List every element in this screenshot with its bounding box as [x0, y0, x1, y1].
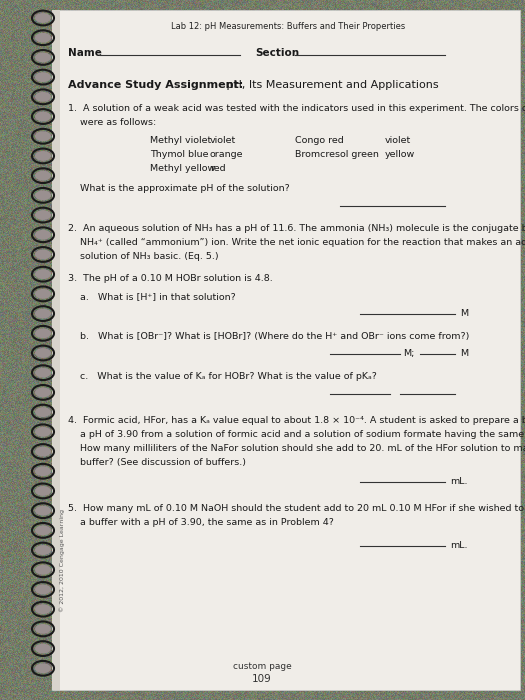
Ellipse shape	[35, 230, 51, 239]
Text: 3.  The pH of a 0.10 M HOBr solution is 4.8.: 3. The pH of a 0.10 M HOBr solution is 4…	[68, 274, 273, 283]
Ellipse shape	[35, 664, 51, 673]
Ellipse shape	[35, 309, 51, 318]
Text: were as follows:: were as follows:	[68, 118, 156, 127]
Text: b.   What is [OBr⁻]? What is [HOBr]? (Where do the H⁺ and OBr⁻ ions come from?): b. What is [OBr⁻]? What is [HOBr]? (Wher…	[68, 332, 469, 341]
Text: Section: Section	[255, 48, 299, 58]
Ellipse shape	[35, 92, 51, 102]
Text: c.   What is the value of Kₐ for HOBr? What is the value of pKₐ?: c. What is the value of Kₐ for HOBr? Wha…	[68, 372, 377, 381]
Ellipse shape	[35, 210, 51, 220]
Text: 2.  An aqueous solution of NH₃ has a pH of 11.6. The ammonia (NH₃) molecule is t: 2. An aqueous solution of NH₃ has a pH o…	[68, 224, 525, 233]
Ellipse shape	[35, 584, 51, 594]
Ellipse shape	[35, 447, 51, 456]
Ellipse shape	[35, 132, 51, 141]
Ellipse shape	[35, 368, 51, 377]
Text: a pH of 3.90 from a solution of formic acid and a solution of sodium formate hav: a pH of 3.90 from a solution of formic a…	[68, 430, 525, 439]
Text: © 2012, 2010 Cengage Learning: © 2012, 2010 Cengage Learning	[59, 508, 65, 612]
Text: Thymol blue: Thymol blue	[150, 150, 208, 159]
Ellipse shape	[35, 13, 51, 23]
Text: Congo red: Congo red	[295, 136, 344, 145]
Ellipse shape	[35, 526, 51, 536]
Text: mL.: mL.	[450, 477, 467, 486]
Text: M;: M;	[403, 349, 414, 358]
Ellipse shape	[35, 111, 51, 122]
Ellipse shape	[35, 151, 51, 161]
Ellipse shape	[35, 270, 51, 279]
Text: NH₄⁺ (called “ammonium”) ion. Write the net ionic equation for the reaction that: NH₄⁺ (called “ammonium”) ion. Write the …	[68, 238, 525, 247]
Ellipse shape	[35, 328, 51, 338]
Ellipse shape	[35, 388, 51, 398]
Text: violet: violet	[385, 136, 411, 145]
Ellipse shape	[35, 545, 51, 555]
Text: solution of NH₃ basic. (Eq. 5.): solution of NH₃ basic. (Eq. 5.)	[68, 252, 218, 261]
Ellipse shape	[35, 624, 51, 634]
Text: Name: Name	[68, 48, 102, 58]
Ellipse shape	[35, 407, 51, 417]
Text: M: M	[460, 309, 468, 318]
Ellipse shape	[35, 644, 51, 654]
Ellipse shape	[35, 486, 51, 496]
Ellipse shape	[35, 190, 51, 200]
Text: mL.: mL.	[450, 541, 467, 550]
Text: Methyl violet: Methyl violet	[150, 136, 211, 145]
Ellipse shape	[35, 289, 51, 299]
Ellipse shape	[35, 72, 51, 82]
Text: custom page: custom page	[233, 662, 291, 671]
Text: 5.  How many mL of 0.10 M NaOH should the student add to 20 mL 0.10 M HFor if sh: 5. How many mL of 0.10 M NaOH should the…	[68, 504, 525, 513]
Text: Advance Study Assignment:: Advance Study Assignment:	[68, 80, 243, 90]
FancyBboxPatch shape	[52, 10, 520, 690]
Text: red: red	[210, 164, 226, 173]
Ellipse shape	[35, 348, 51, 358]
Ellipse shape	[35, 427, 51, 437]
Text: M: M	[460, 349, 468, 358]
Text: Methyl yellow: Methyl yellow	[150, 164, 215, 173]
Ellipse shape	[35, 505, 51, 516]
Text: pH, Its Measurement and Applications: pH, Its Measurement and Applications	[223, 80, 438, 90]
FancyBboxPatch shape	[52, 10, 60, 690]
Ellipse shape	[35, 466, 51, 476]
Text: a buffer with a pH of 3.90, the same as in Problem 4?: a buffer with a pH of 3.90, the same as …	[68, 518, 334, 527]
Ellipse shape	[35, 171, 51, 181]
Text: 1.  A solution of a weak acid was tested with the indicators used in this experi: 1. A solution of a weak acid was tested …	[68, 104, 525, 113]
Ellipse shape	[35, 604, 51, 614]
Text: Lab 12: pH Measurements: Buffers and Their Properties: Lab 12: pH Measurements: Buffers and The…	[171, 22, 405, 31]
Text: a.   What is [H⁺] in that solution?: a. What is [H⁺] in that solution?	[68, 292, 236, 301]
Text: buffer? (See discussion of buffers.): buffer? (See discussion of buffers.)	[68, 458, 246, 467]
Text: 109: 109	[252, 674, 272, 684]
Ellipse shape	[35, 33, 51, 43]
Text: How many milliliters of the NaFor solution should she add to 20. mL of the HFor : How many milliliters of the NaFor soluti…	[68, 444, 525, 453]
Ellipse shape	[35, 52, 51, 62]
Text: Bromcresol green: Bromcresol green	[295, 150, 379, 159]
Text: orange: orange	[210, 150, 244, 159]
Ellipse shape	[35, 249, 51, 260]
Text: yellow: yellow	[385, 150, 415, 159]
Ellipse shape	[35, 565, 51, 575]
Text: violet: violet	[210, 136, 236, 145]
Text: What is the approximate pH of the solution?: What is the approximate pH of the soluti…	[68, 184, 290, 193]
Text: 4.  Formic acid, HFor, has a Kₐ value equal to about 1.8 × 10⁻⁴. A student is as: 4. Formic acid, HFor, has a Kₐ value equ…	[68, 416, 525, 425]
